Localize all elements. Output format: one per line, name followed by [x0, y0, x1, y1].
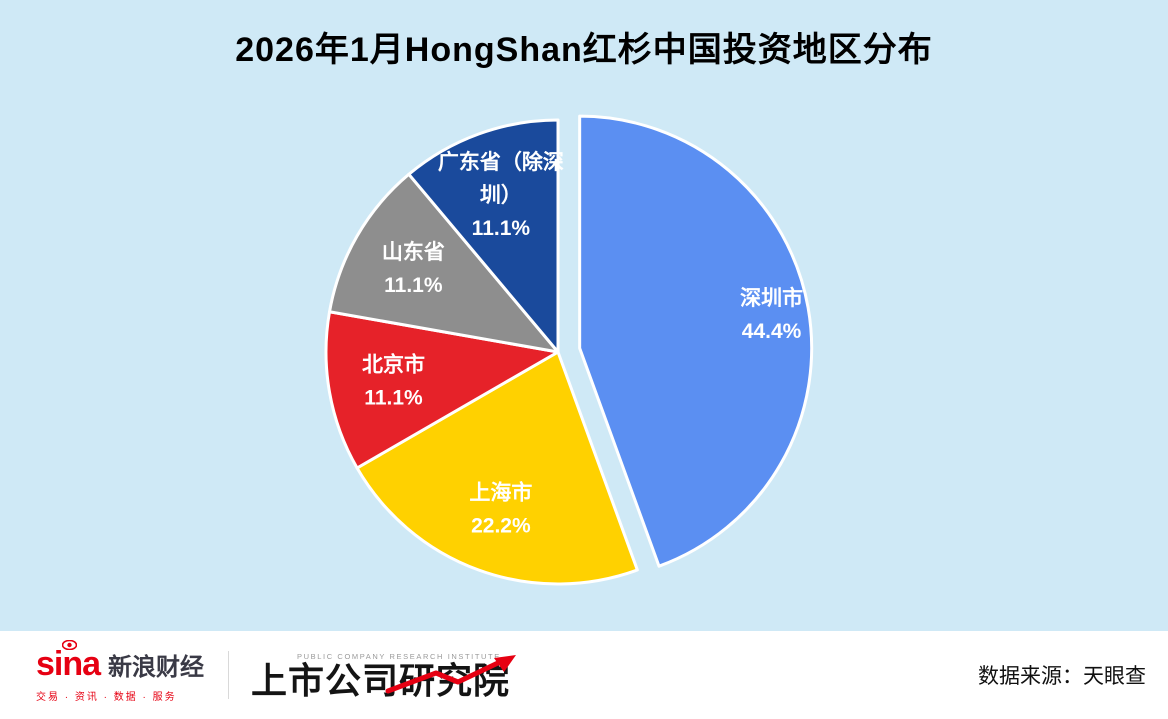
sina-tagline: 交易 · 资讯 · 数据 · 服务: [36, 692, 177, 703]
data-source: 数据来源：天眼查: [978, 665, 1146, 688]
pie-slice-label: 11.1%: [364, 387, 423, 410]
pie-slice: [355, 350, 639, 586]
footer-divider: [228, 651, 230, 699]
pie-slice-label: 圳）: [480, 183, 522, 207]
institute-name-row: 上市公司研究院: [251, 654, 517, 701]
institute-name: 上市公司研究院: [251, 659, 511, 701]
pie-slice-label: 北京市: [362, 353, 425, 377]
pie-slice-label: 上海市: [469, 480, 532, 504]
footer: sina 新浪财经 交易 · 资讯 · 数据 · 服务 PUBLIC COMPA…: [0, 631, 1168, 719]
sina-logo: sina 新浪财经 交易 · 资讯 · 数据 · 服务: [36, 640, 205, 703]
institute-caption: PUBLIC COMPANY RESEARCH INSTITUTE: [297, 651, 501, 661]
pie-slice-label: 44.4%: [742, 320, 802, 343]
sina-logo-text: sina: [36, 645, 101, 683]
sina-eye-icon: [62, 640, 77, 650]
chart-title: 2026年1月HongShan红杉中国投资地区分布: [235, 31, 933, 69]
pie-slice-label: 11.1%: [384, 274, 443, 297]
pie-slice-label: 22.2%: [471, 514, 531, 537]
sina-brand-text: 新浪财经: [108, 654, 205, 681]
pie-slice: [328, 172, 560, 354]
pie-slice: [324, 310, 560, 470]
pie-slice-label: 深圳市: [740, 286, 803, 310]
sina-logo-row: sina 新浪财经: [36, 640, 205, 683]
pie-slice-label: 11.1%: [472, 217, 531, 240]
pie-slice: [407, 118, 560, 354]
pie-slice: [578, 114, 814, 568]
pie-slice-label: 山东省: [382, 240, 445, 264]
institute-logo: PUBLIC COMPANY RESEARCH INSTITUTE 上市公司研究…: [251, 651, 517, 701]
pie-slice-label: 广东省（除深: [438, 150, 564, 174]
